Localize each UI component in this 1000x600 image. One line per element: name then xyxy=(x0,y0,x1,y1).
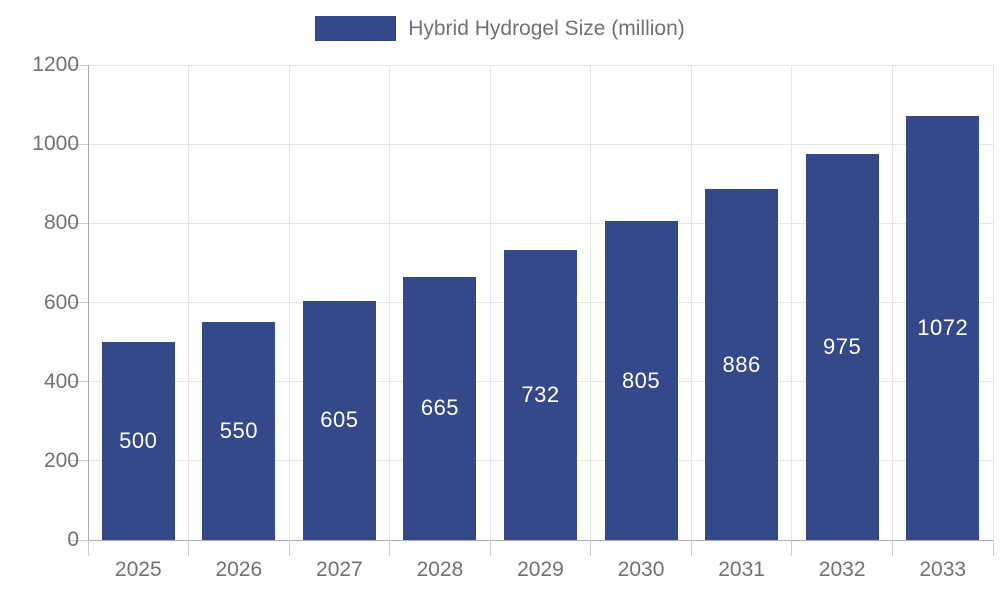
x-axis-tick xyxy=(590,540,592,556)
x-axis-tick-label: 2031 xyxy=(718,558,765,581)
x-axis-tick xyxy=(891,540,893,556)
bar: 605 xyxy=(302,300,376,540)
y-axis-tick-label: 200 xyxy=(43,448,79,472)
x-axis-tick-label: 2032 xyxy=(818,558,866,581)
y-axis-tick xyxy=(69,222,88,224)
y-axis-tick xyxy=(69,539,88,541)
x-axis-tick xyxy=(791,540,793,556)
bar: 550 xyxy=(202,322,276,540)
y-axis-tick xyxy=(69,381,88,383)
bar: 886 xyxy=(705,189,779,540)
x-gridline xyxy=(791,65,793,540)
plot-area: 500 550 605 665 732 805 886 975 1072 xyxy=(69,64,994,556)
x-gridline xyxy=(992,65,994,540)
y-axis-tick-label: 600 xyxy=(43,290,79,314)
x-axis-tick xyxy=(87,540,89,556)
y-axis-tick xyxy=(69,64,88,66)
bar-value-label: 550 xyxy=(219,418,258,444)
x-axis-tick-label: 2029 xyxy=(517,558,564,581)
x-gridline xyxy=(288,65,290,540)
bar-value-label: 500 xyxy=(119,428,158,454)
x-axis-tick xyxy=(288,540,290,556)
x-axis-tick xyxy=(690,540,692,556)
legend-swatch-icon xyxy=(315,16,397,41)
bar: 732 xyxy=(504,250,577,540)
x-axis-tick xyxy=(992,540,994,556)
x-gridline xyxy=(590,65,592,540)
y-gridline xyxy=(88,222,993,224)
bar: 975 xyxy=(805,154,879,540)
x-axis-tick xyxy=(188,540,190,556)
y-gridline xyxy=(88,64,993,66)
y-axis-tick-label: 1000 xyxy=(32,132,79,156)
bar-value-label: 665 xyxy=(420,395,460,421)
y-axis-tick-label: 800 xyxy=(43,211,79,235)
bar-value-label: 605 xyxy=(320,407,359,433)
bar-value-label: 805 xyxy=(621,367,661,393)
y-axis-tick xyxy=(69,143,88,145)
bar-value-label: 886 xyxy=(722,351,761,377)
bar-value-label: 1072 xyxy=(917,314,969,340)
y-axis-tick xyxy=(69,302,88,303)
bar: 1072 xyxy=(906,115,980,540)
x-axis-tick-label: 2030 xyxy=(617,558,665,581)
x-gridline xyxy=(489,65,491,540)
x-axis-line xyxy=(88,540,993,541)
y-axis-tick-label: 0 xyxy=(67,528,79,551)
y-axis-tick xyxy=(69,460,88,462)
x-gridline xyxy=(188,65,190,540)
x-axis-tick xyxy=(489,540,491,556)
x-gridline xyxy=(891,65,893,540)
y-axis-tick-label: 1200 xyxy=(32,53,79,76)
chart-legend: Hybrid Hydrogel Size (million) xyxy=(0,16,1000,41)
bar-value-label: 975 xyxy=(823,334,862,360)
x-axis-tick-label: 2026 xyxy=(215,558,263,581)
x-axis-tick-label: 2025 xyxy=(114,558,162,581)
x-axis-tick-label: 2027 xyxy=(316,558,363,581)
y-gridline xyxy=(88,143,993,145)
bar: 500 xyxy=(101,342,175,540)
bar-value-label: 732 xyxy=(521,382,560,408)
y-axis-line xyxy=(88,65,89,540)
legend-label: Hybrid Hydrogel Size (million) xyxy=(408,16,685,40)
bar: 665 xyxy=(403,276,477,540)
x-axis-tick-label: 2028 xyxy=(416,558,464,581)
x-axis-tick xyxy=(389,540,391,556)
x-axis-tick-label: 2033 xyxy=(919,558,967,581)
x-gridline xyxy=(389,65,391,540)
bar: 805 xyxy=(604,221,678,540)
x-gridline xyxy=(690,65,692,540)
legend-item[interactable]: Hybrid Hydrogel Size (million) xyxy=(315,16,685,41)
y-axis-tick-label: 400 xyxy=(43,369,79,393)
